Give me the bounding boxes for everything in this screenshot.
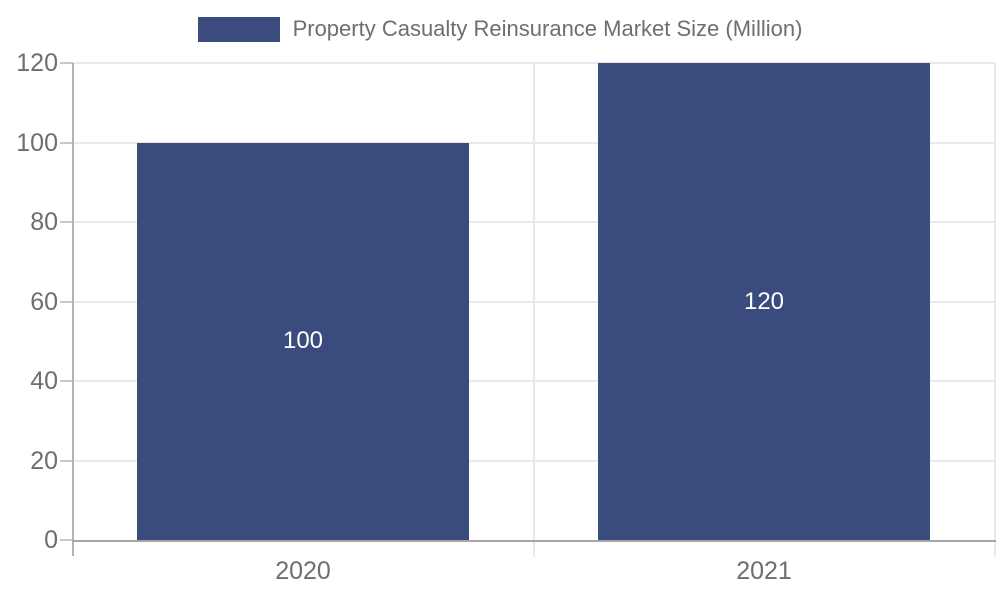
x-axis-tick-label: 2020 [275, 557, 331, 585]
bar-value-label: 120 [743, 287, 785, 315]
y-axis-tick [60, 539, 73, 541]
y-axis-tick [60, 141, 73, 144]
y-axis-tick [60, 221, 73, 223]
y-axis-tick [60, 300, 73, 303]
y-axis-tick-label: 120 [16, 49, 58, 77]
bar-2021 [598, 63, 930, 540]
legend-label: Property Casualty Reinsurance Market Siz… [292, 16, 803, 41]
y-axis-line [71, 63, 74, 556]
x-axis-line [71, 540, 996, 542]
x-axis-tick-label: 2021 [736, 557, 792, 585]
chart-legend: Property Casualty Reinsurance Market Siz… [0, 16, 1000, 42]
y-axis-tick-label: 60 [30, 287, 58, 316]
y-axis-tick-label: 80 [30, 208, 58, 236]
category-boundary-line [993, 63, 996, 557]
y-axis-tick [60, 380, 73, 382]
y-axis-tick-label: 100 [16, 128, 58, 157]
y-axis-tick [60, 459, 73, 462]
legend-swatch [197, 16, 280, 42]
category-boundary-line [532, 63, 535, 557]
bar-value-label: 100 [282, 327, 324, 355]
y-axis-tick-label: 20 [30, 446, 58, 475]
y-axis-tick [60, 62, 73, 64]
y-axis-tick-label: 40 [30, 367, 58, 395]
bar-2020 [137, 142, 469, 540]
y-axis-tick-label: 0 [44, 526, 58, 554]
